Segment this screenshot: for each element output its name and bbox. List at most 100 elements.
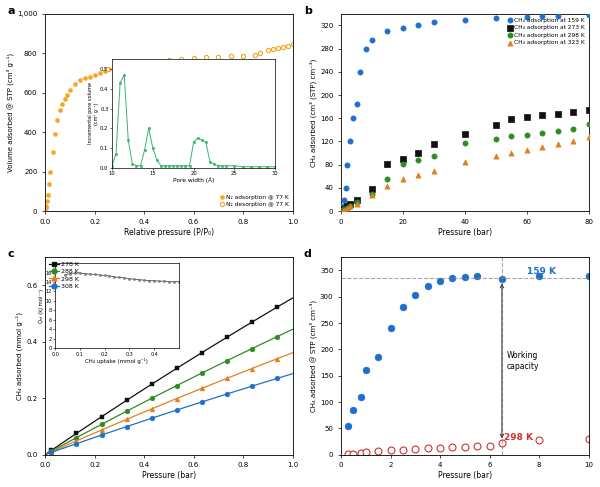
CH₄ adsorption at 323 K: [522, 146, 532, 154]
CH₄ adsorption at 298 K: [553, 127, 562, 135]
Text: 298 K: 298 K: [505, 433, 533, 442]
Text: Working
capacity: Working capacity: [507, 351, 539, 371]
N₂ desorption @ 77 K: [269, 46, 277, 52]
N₂ adsorption @ 77 K: [264, 47, 271, 53]
N₂ adsorption @ 77 K: [44, 192, 51, 198]
N₂ adsorption @ 77 K: [128, 60, 136, 66]
CH₄ adsorption at 298 K: [338, 206, 347, 214]
CH₄ adsorption at 323 K: [460, 158, 470, 166]
Text: c: c: [8, 249, 14, 260]
Line: N₂ adsorption @ 77 K: N₂ adsorption @ 77 K: [44, 42, 295, 210]
N₂ adsorption @ 77 K: [202, 54, 209, 60]
X-axis label: Pressure (bar): Pressure (bar): [438, 227, 492, 237]
CH₄ adsorption at 323 K: [340, 206, 349, 214]
N₂ adsorption @ 77 K: [91, 73, 98, 78]
Line: N₂ desorption @ 77 K: N₂ desorption @ 77 K: [105, 42, 295, 71]
N₂ adsorption @ 77 K: [257, 50, 264, 56]
CH₄ adsorption at 323 K: [538, 143, 547, 151]
CH₄ adsorption at 298 K: [491, 135, 500, 143]
Legend: CH₄ adsorption at 159 K, CH₄ adsorption at 273 K, CH₄ adsorption at 298 K, CH₄ a: CH₄ adsorption at 159 K, CH₄ adsorption …: [506, 17, 586, 46]
CH₄ adsorption at 159 K: [460, 16, 470, 23]
N₂ adsorption @ 77 K: [71, 81, 79, 87]
N₂ adsorption @ 77 K: [56, 108, 64, 113]
Text: d: d: [304, 249, 312, 260]
CH₄ adsorption at 273 K: [553, 110, 562, 117]
CH₄ adsorption at 273 K: [429, 140, 439, 148]
N₂ desorption @ 77 K: [279, 44, 286, 50]
Y-axis label: CH₄ adsorbed (mmol g⁻¹): CH₄ adsorbed (mmol g⁻¹): [16, 312, 23, 400]
CH₄ adsorption at 159 K: [383, 27, 392, 35]
Text: b: b: [304, 6, 312, 16]
N₂ desorption @ 77 K: [153, 57, 160, 63]
N₂ desorption @ 77 K: [284, 43, 291, 49]
N₂ adsorption @ 77 K: [59, 101, 66, 107]
X-axis label: Relative pressure (P/P₀): Relative pressure (P/P₀): [124, 227, 214, 237]
N₂ adsorption @ 77 K: [289, 41, 296, 47]
CH₄ adsorption at 159 K: [352, 100, 361, 108]
N₂ adsorption @ 77 K: [42, 205, 49, 211]
CH₄ adsorption at 159 K: [522, 13, 532, 21]
N₂ adsorption @ 77 K: [101, 68, 108, 74]
CH₄ adsorption at 323 K: [383, 182, 392, 190]
N₂ adsorption @ 77 K: [284, 43, 291, 49]
CH₄ adsorption at 273 K: [568, 109, 578, 116]
CH₄ adsorption at 298 K: [367, 190, 377, 198]
N₂ adsorption @ 77 K: [153, 57, 160, 63]
N₂ desorption @ 77 K: [116, 64, 123, 70]
CH₄ adsorption at 298 K: [340, 206, 349, 213]
CH₄ adsorption at 323 K: [352, 200, 361, 207]
CH₄ adsorption at 273 K: [538, 112, 547, 119]
CH₄ adsorption at 323 K: [346, 203, 355, 210]
CH₄ adsorption at 273 K: [506, 115, 516, 123]
CH₄ adsorption at 159 K: [341, 184, 350, 192]
CH₄ adsorption at 298 K: [460, 139, 470, 147]
CH₄ adsorption at 159 K: [337, 206, 346, 214]
N₂ adsorption @ 77 K: [252, 52, 259, 58]
CH₄ adsorption at 159 K: [349, 114, 358, 122]
N₂ adsorption @ 77 K: [64, 92, 71, 97]
Y-axis label: CH₄ adsorbed (cm³ (STP) cm⁻³): CH₄ adsorbed (cm³ (STP) cm⁻³): [310, 58, 317, 167]
Text: a: a: [8, 6, 16, 16]
CH₄ adsorption at 323 K: [338, 206, 347, 214]
CH₄ adsorption at 323 K: [413, 170, 423, 178]
N₂ desorption @ 77 K: [274, 45, 281, 51]
N₂ adsorption @ 77 K: [49, 149, 56, 155]
CH₄ adsorption at 273 K: [584, 106, 593, 113]
N₂ desorption @ 77 K: [289, 41, 296, 47]
N₂ desorption @ 77 K: [140, 58, 148, 64]
N₂ adsorption @ 77 K: [274, 45, 281, 51]
CH₄ adsorption at 323 K: [398, 175, 408, 183]
CH₄ adsorption at 273 K: [338, 206, 347, 214]
CH₄ adsorption at 273 K: [460, 130, 470, 138]
CH₄ adsorption at 273 K: [413, 149, 423, 157]
N₂ desorption @ 77 K: [264, 47, 271, 53]
CH₄ adsorption at 273 K: [346, 200, 355, 208]
CH₄ adsorption at 159 K: [584, 11, 593, 19]
CH₄ adsorption at 159 K: [346, 138, 355, 146]
CH₄ adsorption at 323 K: [584, 133, 593, 141]
CH₄ adsorption at 323 K: [553, 140, 562, 148]
X-axis label: Pressure (bar): Pressure (bar): [438, 471, 492, 480]
CH₄ adsorption at 298 K: [383, 175, 392, 183]
CH₄ adsorption at 273 K: [383, 160, 392, 168]
N₂ adsorption @ 77 K: [116, 64, 123, 70]
CH₄ adsorption at 298 K: [398, 160, 408, 168]
N₂ adsorption @ 77 K: [140, 58, 148, 64]
CH₄ adsorption at 159 K: [398, 24, 408, 32]
N₂ desorption @ 77 K: [190, 55, 197, 61]
CH₄ adsorption at 159 K: [355, 68, 364, 75]
N₂ adsorption @ 77 K: [81, 75, 88, 81]
CH₄ adsorption at 298 K: [538, 129, 547, 137]
Legend: N₂ adsorption @ 77 K, N₂ desorption @ 77 K: N₂ adsorption @ 77 K, N₂ desorption @ 77…: [218, 194, 290, 208]
N₂ adsorption @ 77 K: [54, 117, 61, 123]
CH₄ adsorption at 298 K: [568, 125, 578, 132]
CH₄ adsorption at 159 K: [340, 196, 349, 204]
N₂ adsorption @ 77 K: [178, 56, 185, 62]
CH₄ adsorption at 298 K: [413, 156, 423, 164]
CH₄ adsorption at 159 K: [367, 36, 377, 44]
CH₄ adsorption at 159 K: [361, 45, 371, 53]
N₂ adsorption @ 77 K: [239, 53, 247, 58]
CH₄ adsorption at 159 K: [553, 12, 562, 20]
N₂ adsorption @ 77 K: [46, 169, 53, 174]
N₂ adsorption @ 77 K: [190, 55, 197, 61]
